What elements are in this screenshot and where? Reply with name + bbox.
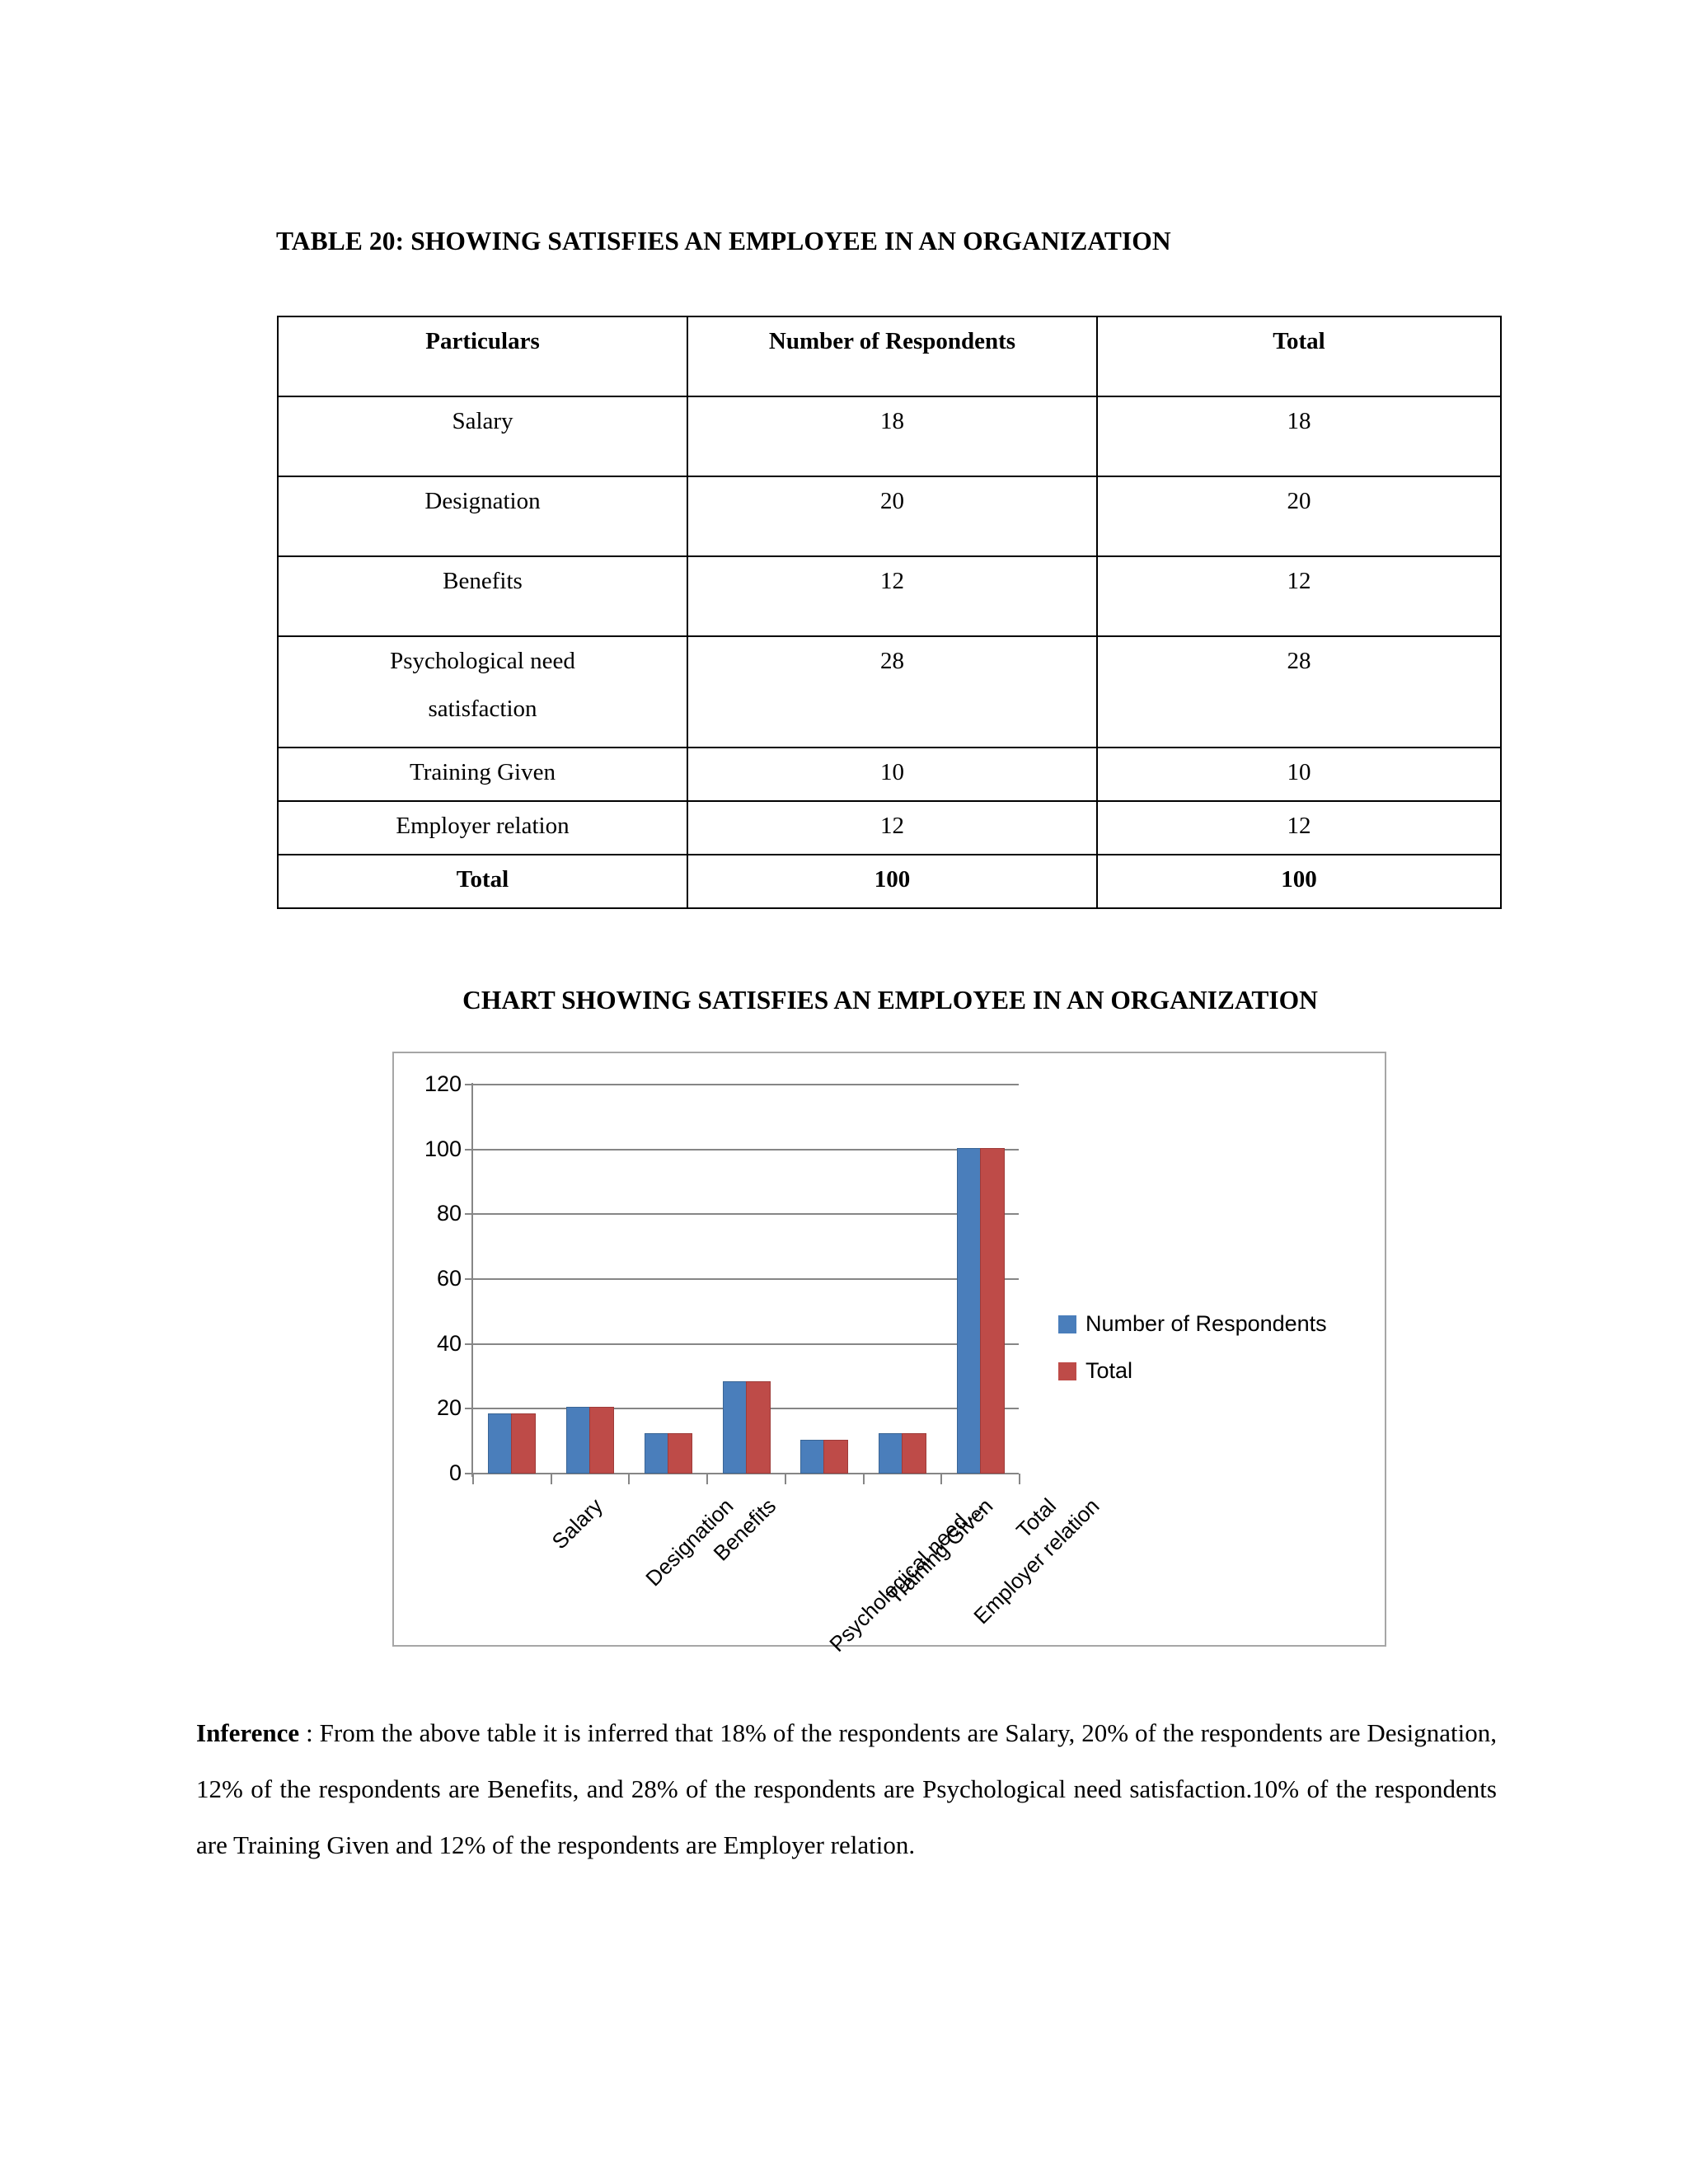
y-axis-tick-label: 20: [436, 1395, 462, 1421]
y-axis-tick: [465, 1213, 472, 1216]
y-axis-tick-label: 80: [436, 1201, 462, 1226]
x-axis-tick: [628, 1474, 631, 1484]
x-axis-tick-label: Training Given: [882, 1493, 998, 1610]
table-row: Psychological need satisfaction 28 28: [277, 635, 1502, 748]
cell-respondents: 20: [687, 476, 1098, 557]
column-header-respondents: Number of Respondents: [687, 316, 1098, 397]
cell-total: 28: [1096, 635, 1502, 748]
cell-particulars: Salary: [277, 396, 688, 477]
x-axis-tick-label: Salary: [546, 1493, 608, 1554]
chart-bar: [823, 1439, 849, 1474]
chart-plot-area: [465, 1084, 1020, 1484]
column-header-total: Total: [1096, 316, 1502, 397]
chart-title: CHART SHOWING SATISFIES AN EMPLOYEE IN A…: [462, 986, 1318, 1015]
cell-particulars-line2: satisfaction: [428, 696, 537, 722]
chart-bar: [667, 1432, 692, 1474]
cell-particulars: Total: [277, 854, 688, 909]
cell-respondents: 28: [687, 635, 1098, 748]
gridline: [472, 1084, 1019, 1085]
cell-particulars: Designation: [277, 476, 688, 557]
cell-total: 12: [1096, 555, 1502, 637]
table-row: Designation 20 20: [277, 476, 1502, 557]
chart-bar: [722, 1380, 748, 1474]
cell-particulars: Benefits: [277, 555, 688, 637]
x-axis-tick: [550, 1474, 552, 1484]
cell-total: 20: [1096, 476, 1502, 557]
chart-bar: [745, 1380, 771, 1474]
cell-particulars: Psychological need satisfaction: [277, 635, 688, 748]
respondents-table: Particulars Number of Respondents Total …: [277, 316, 1502, 909]
y-axis-tick-label: 40: [436, 1330, 462, 1356]
cell-total: 100: [1096, 854, 1502, 909]
chart-bar: [901, 1432, 926, 1474]
cell-total: 12: [1096, 800, 1502, 855]
table-total-row: Total 100 100: [277, 854, 1502, 909]
cell-particulars: Employer relation: [277, 800, 688, 855]
chart-bar: [979, 1147, 1005, 1474]
legend-label: Total: [1085, 1358, 1133, 1383]
x-axis-tick: [1019, 1474, 1020, 1484]
y-axis-tick-label: 120: [424, 1071, 462, 1096]
gridline: [472, 1343, 1019, 1345]
cell-respondents: 100: [687, 854, 1098, 909]
inference-label: Inference: [196, 1718, 300, 1747]
inference-text: From the above table it is inferred that…: [196, 1718, 1497, 1859]
inference-separator: :: [299, 1718, 320, 1747]
y-axis-tick: [465, 1408, 472, 1410]
x-axis-tick: [862, 1474, 865, 1484]
gridline: [472, 1148, 1019, 1151]
cell-respondents: 10: [687, 747, 1098, 802]
chart-bar: [511, 1413, 537, 1474]
column-header-particulars: Particulars: [277, 316, 688, 397]
y-axis-line: [471, 1083, 473, 1477]
legend-item: Number of Respondents: [1058, 1311, 1327, 1337]
chart-bar: [956, 1147, 982, 1474]
table-row: Salary 18 18: [277, 396, 1502, 477]
legend-swatch-icon: [1058, 1315, 1076, 1333]
cell-respondents: 12: [687, 555, 1098, 637]
cell-respondents: 12: [687, 800, 1098, 855]
cell-particulars: Training Given: [277, 747, 688, 802]
chart-bar: [589, 1407, 615, 1474]
gridline: [472, 1473, 1019, 1474]
legend-swatch-icon: [1058, 1361, 1076, 1380]
cell-particulars-line1: Psychological need: [390, 648, 575, 674]
y-axis-tick: [465, 1473, 472, 1474]
x-axis-tick: [706, 1474, 709, 1484]
x-axis-tick: [784, 1474, 786, 1484]
table-row: Employer relation 12 12: [277, 800, 1502, 855]
inference-paragraph: Inference : From the above table it is i…: [196, 1705, 1497, 1873]
gridline: [472, 1278, 1019, 1280]
table-row: Training Given 10 10: [277, 747, 1502, 802]
y-axis-tick: [465, 1278, 472, 1280]
y-axis-tick-label: 60: [436, 1266, 462, 1291]
chart-bar: [644, 1432, 669, 1474]
y-axis-tick-label: 100: [424, 1136, 462, 1161]
chart-bar: [800, 1439, 826, 1474]
chart-bar: [878, 1432, 903, 1474]
cell-respondents: 18: [687, 396, 1098, 477]
y-axis-tick: [465, 1343, 472, 1345]
y-axis-tick: [465, 1084, 472, 1085]
cell-total: 10: [1096, 747, 1502, 802]
table-row: Benefits 12 12: [277, 555, 1502, 637]
cell-total: 18: [1096, 396, 1502, 477]
legend-item: Total: [1058, 1358, 1327, 1384]
y-axis-tick: [465, 1148, 472, 1151]
x-axis-tick: [472, 1474, 474, 1484]
table-title: TABLE 20: SHOWING SATISFIES AN EMPLOYEE …: [276, 227, 1171, 255]
table-header-row: Particulars Number of Respondents Total: [277, 316, 1502, 397]
chart-legend: Number of Respondents Total: [1058, 1311, 1327, 1405]
x-axis-tick: [940, 1474, 943, 1484]
chart-bar: [488, 1413, 513, 1474]
gridline: [472, 1213, 1019, 1216]
chart-bar: [566, 1407, 592, 1474]
legend-label: Number of Respondents: [1085, 1311, 1327, 1336]
y-axis-tick-label: 0: [448, 1460, 462, 1485]
bar-chart: 0 20 40 60 80 100 120 Salary Designation Benefit…: [392, 1052, 1386, 1657]
